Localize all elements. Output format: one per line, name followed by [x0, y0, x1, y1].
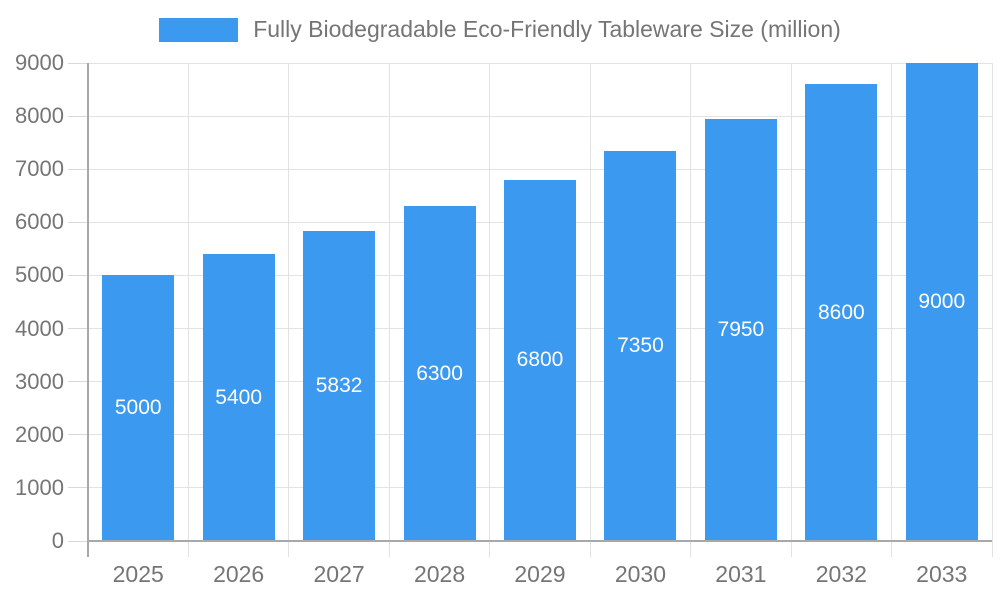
y-axis-tick	[68, 115, 88, 117]
x-tick-label: 2029	[514, 561, 566, 587]
gridline-vertical	[589, 63, 591, 557]
gridline-vertical	[790, 63, 792, 557]
y-axis-tick	[68, 381, 88, 383]
x-tick-label: 2025	[112, 561, 164, 587]
y-tick-label: 4000	[15, 315, 64, 341]
y-axis-tick	[68, 540, 88, 542]
bar-value-label: 6300	[416, 361, 463, 385]
y-axis-line	[87, 63, 89, 557]
x-axis-line	[88, 540, 992, 542]
bar-2026[interactable]: 5400	[202, 254, 275, 541]
y-tick-label: 2000	[15, 421, 64, 447]
bar-value-label: 6800	[516, 348, 564, 372]
bar-value-label: 7350	[617, 333, 664, 357]
bar-2033[interactable]: 9000	[905, 63, 978, 541]
y-tick-label: 6000	[15, 209, 64, 235]
gridline-vertical	[991, 63, 993, 557]
gridline-vertical	[690, 63, 692, 557]
y-axis-tick	[68, 62, 88, 64]
bar-value-label: 5832	[315, 374, 363, 398]
chart-title: Fully Biodegradable Eco-Friendly Tablewa…	[253, 16, 841, 42]
gridline-vertical	[187, 63, 189, 557]
legend: Fully Biodegradable Eco-Friendly Tablewa…	[0, 16, 1000, 43]
x-tick-label: 2032	[815, 561, 867, 587]
x-tick-label: 2027	[313, 561, 365, 587]
y-axis-tick	[68, 328, 88, 330]
bar-2025[interactable]: 5000	[102, 275, 175, 541]
y-tick-label: 5000	[15, 262, 64, 288]
x-tick-label: 2030	[614, 561, 667, 587]
x-tick-label: 2028	[413, 561, 466, 587]
gridline-vertical	[388, 63, 390, 557]
y-axis-tick	[68, 221, 88, 223]
legend-item[interactable]: Fully Biodegradable Eco-Friendly Tablewa…	[159, 16, 841, 43]
y-axis-tick	[68, 274, 88, 276]
x-tick-label: 2033	[916, 561, 968, 587]
bar-2030[interactable]: 7350	[604, 150, 677, 541]
y-tick-label: 9000	[15, 50, 64, 75]
gridline-vertical	[288, 63, 290, 557]
bar-value-label: 5000	[114, 396, 162, 420]
gridline-horizontal	[88, 115, 992, 117]
bar-2031[interactable]: 7950	[704, 118, 777, 541]
y-tick-label: 0	[51, 528, 64, 553]
x-tick-label: 2026	[213, 561, 265, 587]
y-tick-label: 8000	[15, 103, 64, 129]
y-axis-tick	[68, 434, 88, 436]
legend-swatch	[159, 17, 239, 42]
y-axis-tick	[68, 168, 88, 170]
bar-2029[interactable]: 6800	[504, 179, 576, 541]
bar-value-label: 7950	[717, 317, 765, 341]
plot-area: 5000 5400 5832 6300 6800 7350 7950 8600 9000	[68, 62, 993, 557]
y-tick-label: 7000	[15, 156, 64, 182]
gridline-vertical	[891, 63, 893, 557]
gridline-horizontal	[88, 168, 992, 170]
bar-2027[interactable]: 5832	[303, 231, 376, 541]
bar-value-label: 8600	[817, 300, 865, 324]
y-tick-label: 1000	[15, 474, 64, 500]
bar-value-label: 9000	[918, 290, 966, 313]
bar-2032[interactable]: 8600	[805, 84, 878, 541]
y-axis-tick	[68, 487, 88, 489]
x-tick-label: 2031	[715, 561, 767, 587]
y-tick-label: 3000	[15, 368, 64, 394]
gridline-horizontal	[88, 62, 992, 64]
bar-2028[interactable]: 6300	[403, 206, 476, 541]
bar-value-label: 5400	[215, 385, 263, 409]
gridline-vertical	[489, 63, 491, 557]
